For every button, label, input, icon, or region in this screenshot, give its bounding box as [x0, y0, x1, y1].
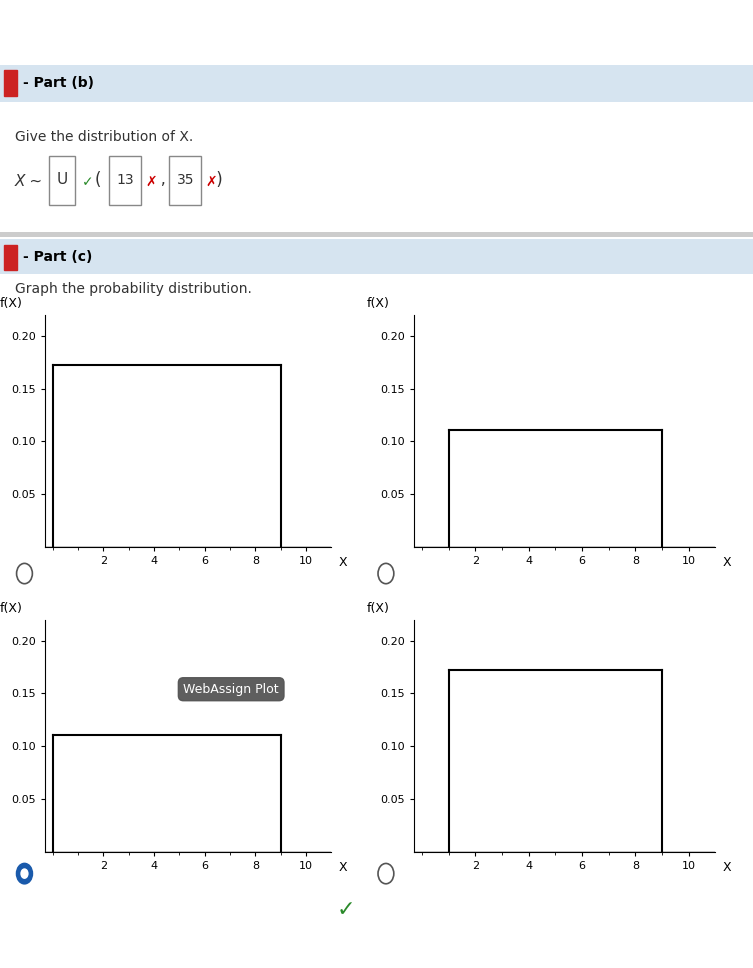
Text: ✗: ✗ — [206, 175, 217, 189]
Text: - Part (b): - Part (b) — [23, 76, 93, 90]
Text: ✓: ✓ — [82, 175, 93, 189]
Text: ✓: ✓ — [337, 900, 355, 920]
Y-axis label: f(X): f(X) — [367, 602, 389, 615]
X-axis label: X: X — [723, 862, 732, 874]
FancyBboxPatch shape — [4, 245, 17, 270]
Text: U: U — [56, 172, 68, 187]
Text: (: ( — [94, 170, 100, 189]
Text: 35: 35 — [176, 172, 194, 187]
FancyBboxPatch shape — [109, 157, 141, 205]
Text: - Part (c): - Part (c) — [23, 251, 92, 264]
Text: Give the distribution of X.: Give the distribution of X. — [15, 130, 194, 143]
Text: ): ) — [211, 170, 223, 189]
Text: Graph the probability distribution.: Graph the probability distribution. — [15, 283, 252, 296]
Circle shape — [378, 863, 394, 884]
Circle shape — [378, 563, 394, 584]
X-axis label: X: X — [723, 557, 732, 569]
Text: X ~: X ~ — [15, 174, 43, 190]
Circle shape — [17, 863, 32, 884]
Text: ,: , — [156, 172, 166, 187]
FancyBboxPatch shape — [169, 157, 201, 205]
Text: 13: 13 — [116, 172, 134, 187]
Y-axis label: f(X): f(X) — [0, 602, 23, 615]
Text: ✗: ✗ — [145, 175, 157, 189]
FancyBboxPatch shape — [4, 71, 17, 96]
Y-axis label: f(X): f(X) — [0, 297, 23, 310]
X-axis label: X: X — [338, 557, 347, 569]
FancyBboxPatch shape — [49, 157, 75, 205]
Y-axis label: f(X): f(X) — [367, 297, 389, 310]
Text: WebAssign Plot: WebAssign Plot — [184, 682, 279, 696]
Circle shape — [20, 868, 29, 879]
X-axis label: X: X — [338, 862, 347, 874]
Circle shape — [17, 563, 32, 584]
